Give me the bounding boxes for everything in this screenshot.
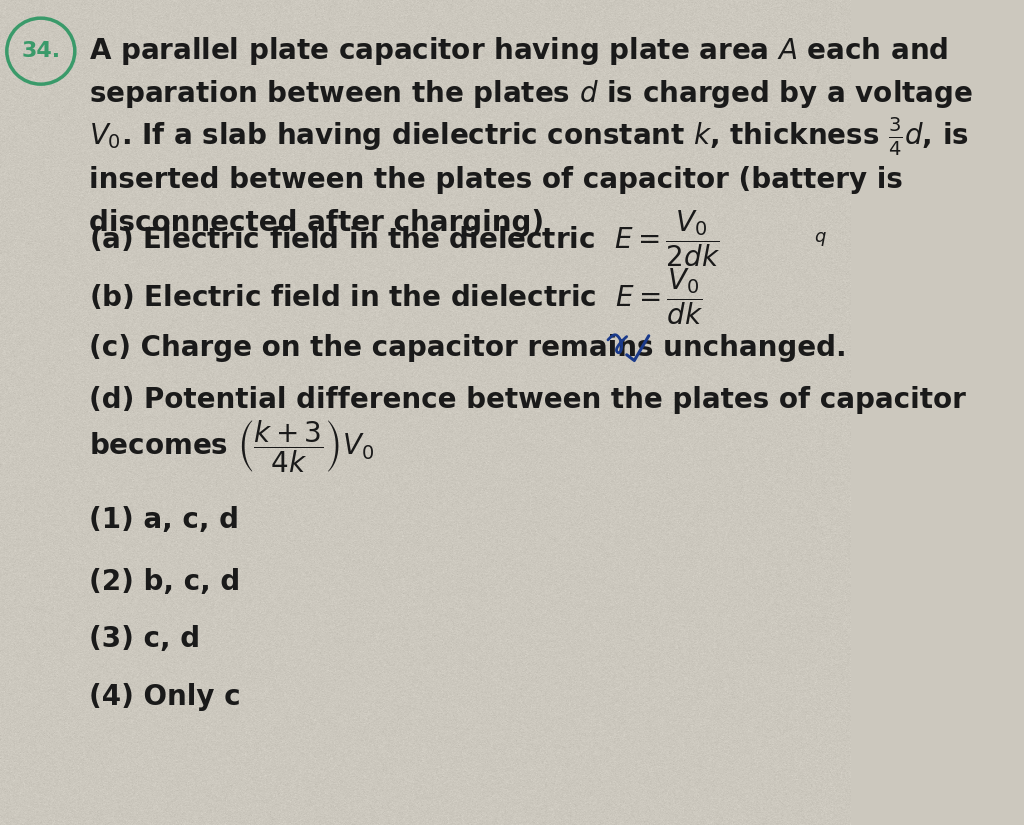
Text: disconnected after charging): disconnected after charging) (89, 209, 545, 237)
Text: separation between the plates $d$ is charged by a voltage: separation between the plates $d$ is cha… (89, 78, 973, 110)
Text: (2) b, c, d: (2) b, c, d (89, 568, 241, 596)
Text: A parallel plate capacitor having plate area $A$ each and: A parallel plate capacitor having plate … (89, 35, 948, 67)
Text: inserted between the plates of capacitor (battery is: inserted between the plates of capacitor… (89, 166, 903, 194)
Text: (c) Charge on the capacitor remains unchanged.: (c) Charge on the capacitor remains unch… (89, 334, 847, 362)
Text: (1) a, c, d: (1) a, c, d (89, 506, 240, 534)
Text: (b) Electric field in the dielectric  $E = \dfrac{V_0}{dk}$: (b) Electric field in the dielectric $E … (89, 266, 703, 328)
Text: $q$: $q$ (814, 230, 827, 248)
Text: (d) Potential difference between the plates of capacitor: (d) Potential difference between the pla… (89, 386, 967, 414)
Text: $V_0$. If a slab having dielectric constant $k$, thickness $\frac{3}{4}d$, is: $V_0$. If a slab having dielectric const… (89, 116, 969, 158)
Text: becomes $\left(\dfrac{k+3}{4k}\right)V_0$: becomes $\left(\dfrac{k+3}{4k}\right)V_0… (89, 419, 375, 475)
Text: (3) c, d: (3) c, d (89, 625, 201, 653)
Text: 34.: 34. (22, 41, 60, 61)
Text: (4) Only c: (4) Only c (89, 683, 241, 711)
Text: (a) Electric field in the dielectric  $E = \dfrac{V_0}{2dk}$: (a) Electric field in the dielectric $E … (89, 209, 720, 270)
